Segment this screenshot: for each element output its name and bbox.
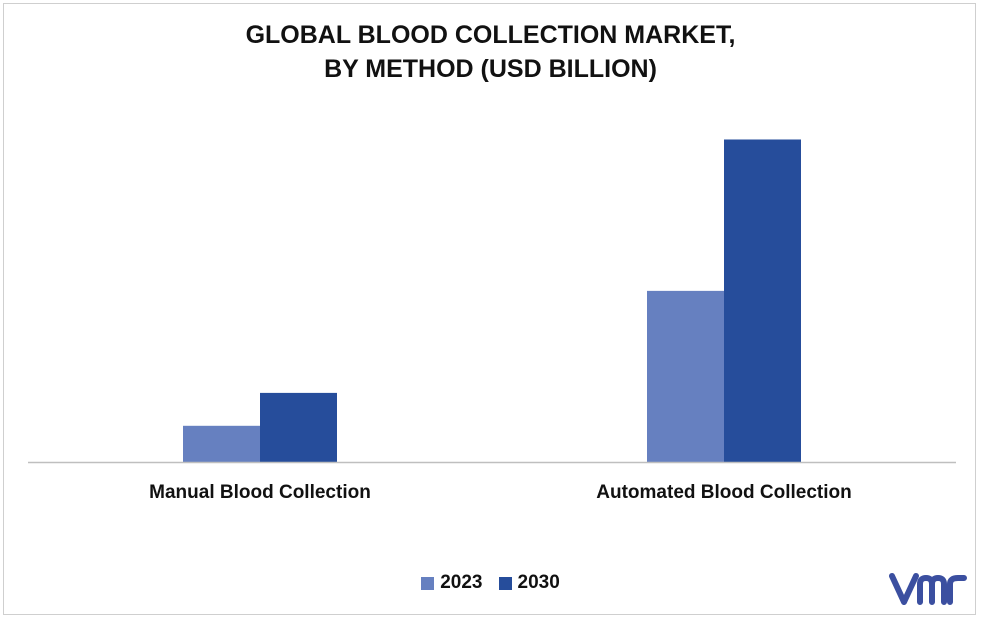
x-tick-label: Manual Blood Collection: [149, 482, 371, 503]
x-tick-label: Automated Blood Collection: [596, 482, 851, 503]
bar-2030-automated-blood-collection: [724, 139, 801, 462]
legend-item-2030: 2030: [498, 572, 560, 594]
chart-frame: [3, 3, 976, 615]
legend-item-2023: 2023: [421, 572, 483, 594]
bar-2030-manual-blood-collection: [260, 392, 337, 462]
bar-2023-manual-blood-collection: [183, 425, 260, 462]
vmr-logo-icon: [889, 573, 967, 605]
chart-title-line-1: GLOBAL BLOOD COLLECTION MARKET,: [245, 21, 736, 49]
x-axis-labels: Manual Blood Collection Automated Blood C…: [149, 482, 852, 503]
legend: 2023 2030: [0, 572, 981, 594]
legend-label-2030: 2030: [517, 572, 560, 593]
legend-swatch-2030: [498, 576, 512, 590]
legend-label-2023: 2023: [440, 572, 483, 593]
legend-swatch-2023: [421, 576, 435, 590]
chart-title: GLOBAL BLOOD COLLECTION MARKET, BY METHO…: [0, 18, 981, 86]
chart-title-line-2: BY METHOD (USD BILLION): [324, 55, 657, 83]
bars-group: [183, 139, 801, 462]
bar-2023-automated-blood-collection: [647, 290, 724, 462]
